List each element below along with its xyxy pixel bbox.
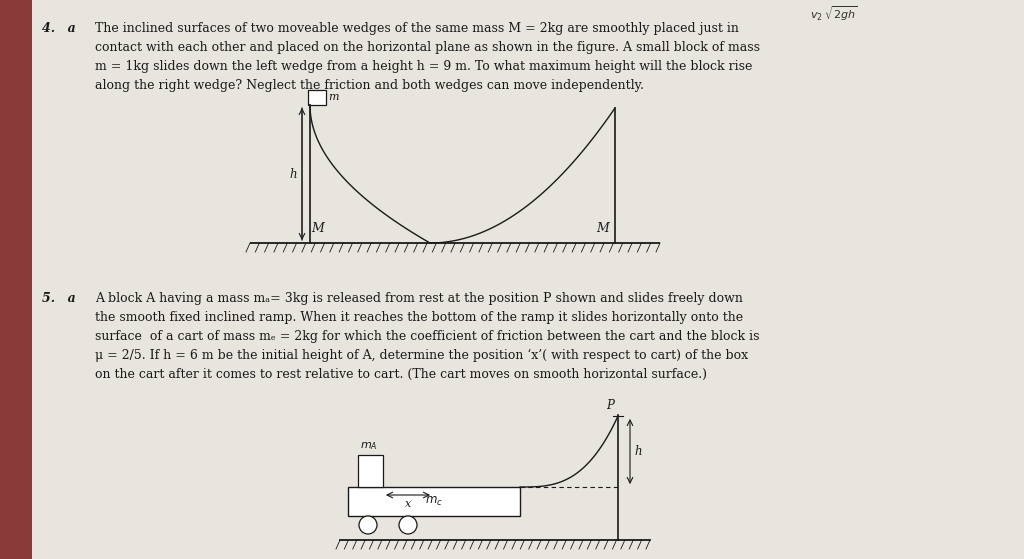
Text: The inclined surfaces of two moveable wedges of the same mass M = 2kg are smooth: The inclined surfaces of two moveable we… <box>95 22 739 35</box>
Text: x: x <box>404 499 411 509</box>
Text: m: m <box>328 92 339 102</box>
Bar <box>308 90 326 105</box>
Text: M: M <box>597 222 609 235</box>
Text: $v_2\;\sqrt{2gh}$: $v_2\;\sqrt{2gh}$ <box>810 4 858 23</box>
Text: m = 1kg slides down the left wedge from a height h = 9 m. To what maximum height: m = 1kg slides down the left wedge from … <box>95 60 753 73</box>
Text: h: h <box>290 168 297 181</box>
Text: on the cart after it comes to rest relative to cart. (The cart moves on smooth h: on the cart after it comes to rest relat… <box>95 368 707 381</box>
Text: contact with each other and placed on the horizontal plane as shown in the figur: contact with each other and placed on th… <box>95 41 760 54</box>
Text: 5. a: 5. a <box>42 292 76 305</box>
Text: surface  of a cart of mass mₑ = 2kg for which the coefficient of friction betwee: surface of a cart of mass mₑ = 2kg for w… <box>95 330 760 343</box>
Text: 4. a: 4. a <box>42 22 76 35</box>
Circle shape <box>399 516 417 534</box>
Bar <box>0 0 32 559</box>
Bar <box>348 487 520 516</box>
Text: M: M <box>311 222 325 235</box>
Text: $m_A$: $m_A$ <box>359 440 377 452</box>
Text: h: h <box>634 445 642 458</box>
Text: P: P <box>606 399 614 412</box>
Text: along the right wedge? Neglect the friction and both wedges can move independent: along the right wedge? Neglect the frict… <box>95 79 644 92</box>
Text: A block A having a mass mₐ= 3kg is released from rest at the position P shown an: A block A having a mass mₐ= 3kg is relea… <box>95 292 742 305</box>
Bar <box>358 455 383 487</box>
Text: the smooth fixed inclined ramp. When it reaches the bottom of the ramp it slides: the smooth fixed inclined ramp. When it … <box>95 311 743 324</box>
Circle shape <box>359 516 377 534</box>
Text: μ = 2/5. If h = 6 m be the initial height of A, determine the position ‘x’( with: μ = 2/5. If h = 6 m be the initial heigh… <box>95 349 749 362</box>
Text: $m_c$: $m_c$ <box>425 495 443 508</box>
